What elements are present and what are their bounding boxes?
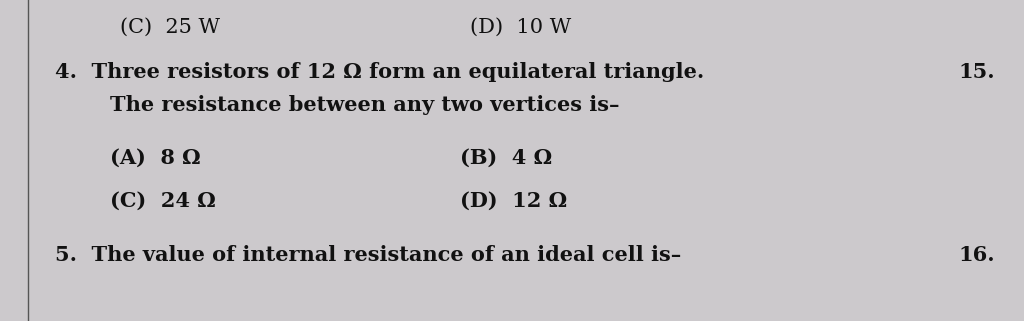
- Text: 4.  Three resistors of 12 Ω form an equilateral triangle.: 4. Three resistors of 12 Ω form an equil…: [55, 62, 705, 82]
- Text: (A)  8 Ω: (A) 8 Ω: [110, 148, 201, 168]
- Text: (D)  10 W: (D) 10 W: [470, 18, 571, 37]
- Text: The resistance between any two vertices is–: The resistance between any two vertices …: [110, 95, 620, 115]
- Text: (D)  12 Ω: (D) 12 Ω: [460, 191, 567, 211]
- Text: 16.: 16.: [958, 245, 994, 265]
- Text: 5.  The value of internal resistance of an ideal cell is–: 5. The value of internal resistance of a…: [55, 245, 681, 265]
- Text: (C)  24 Ω: (C) 24 Ω: [110, 191, 216, 211]
- Text: (C)  25 W: (C) 25 W: [120, 18, 220, 37]
- Text: 15.: 15.: [958, 62, 994, 82]
- Text: (B)  4 Ω: (B) 4 Ω: [460, 148, 552, 168]
